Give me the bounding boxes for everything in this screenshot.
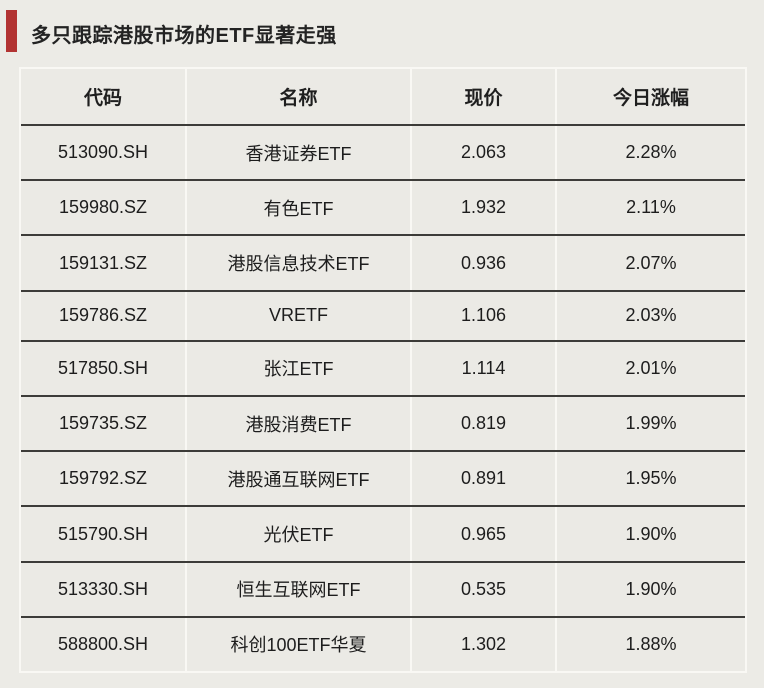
cell-change: 1.90% bbox=[555, 562, 745, 616]
cell-price: 0.891 bbox=[410, 452, 555, 506]
cell-change: 2.03% bbox=[555, 291, 745, 340]
cell-code: 515790.SH bbox=[57, 523, 149, 544]
cell-name: 科创100ETF华夏 bbox=[185, 617, 410, 672]
table-row: 159980.SZ 有色ETF 1.932 2.11% bbox=[21, 179, 745, 235]
table-row: 515790.SH 光伏ETF 0.965 1.90% bbox=[21, 505, 745, 561]
cell-name: 港股消费ETF bbox=[185, 397, 410, 451]
cell-change: 1.99% bbox=[555, 397, 745, 451]
cell-code: 159786.SZ bbox=[58, 305, 148, 326]
cell-code: 159792.SZ bbox=[58, 468, 148, 489]
cell-name: 有色ETF bbox=[185, 181, 410, 235]
cell-change: 1.88% bbox=[555, 617, 745, 672]
cell-code: 513330.SH bbox=[57, 578, 149, 599]
title-accent-bar bbox=[6, 10, 17, 52]
table-row: 517850.SH 张江ETF 1.114 2.01% bbox=[21, 339, 745, 396]
column-header-change: 今日涨幅 bbox=[555, 69, 745, 124]
cell-code: 513090.SH bbox=[57, 142, 149, 163]
cell-price: 0.936 bbox=[410, 236, 555, 290]
table-row: 513330.SH 恒生互联网ETF 0.535 1.90% bbox=[21, 560, 745, 616]
table-row: 159735.SZ 港股消费ETF 0.819 1.99% bbox=[21, 395, 745, 451]
table-header-row: 代码 名称 现价 今日涨幅 bbox=[21, 69, 745, 124]
cell-name: VRETF bbox=[185, 291, 410, 340]
cell-price: 0.819 bbox=[410, 397, 555, 451]
column-header-price: 现价 bbox=[410, 69, 555, 124]
cell-change: 1.90% bbox=[555, 507, 745, 561]
column-header-code: 代码 bbox=[83, 88, 122, 109]
cell-code: 588800.SH bbox=[57, 633, 149, 654]
cell-price: 2.063 bbox=[410, 126, 555, 180]
cell-change: 2.11% bbox=[555, 181, 745, 235]
cell-code: 159980.SZ bbox=[58, 197, 148, 218]
cell-change: 2.07% bbox=[555, 236, 745, 290]
cell-name: 香港证券ETF bbox=[185, 126, 410, 180]
cell-price: 0.535 bbox=[410, 562, 555, 616]
table-row: 159786.SZ VRETF 1.106 2.03% bbox=[21, 289, 745, 340]
cell-name: 港股通互联网ETF bbox=[185, 452, 410, 506]
cell-change: 2.28% bbox=[555, 126, 745, 180]
cell-name: 港股信息技术ETF bbox=[185, 236, 410, 290]
cell-code: 159735.SZ bbox=[58, 413, 148, 434]
etf-table: 代码 名称 现价 今日涨幅 513090.SH 香港证券ETF 2.063 2.28%… bbox=[19, 67, 747, 673]
cell-price: 1.114 bbox=[410, 341, 555, 396]
cell-price: 1.932 bbox=[410, 181, 555, 235]
cell-code: 159131.SZ bbox=[58, 252, 148, 273]
table-row: 513090.SH 香港证券ETF 2.063 2.28% bbox=[21, 124, 745, 180]
cell-name: 恒生互联网ETF bbox=[185, 562, 410, 616]
table-row: 588800.SH 科创100ETF华夏 1.302 1.88% bbox=[21, 615, 745, 672]
title-block: 多只跟踪港股市场的ETF显著走强 bbox=[0, 0, 764, 60]
cell-change: 2.01% bbox=[555, 341, 745, 396]
cell-price: 0.965 bbox=[410, 507, 555, 561]
cell-code: 517850.SH bbox=[57, 357, 149, 378]
cell-price: 1.302 bbox=[410, 617, 555, 672]
table-row: 159792.SZ 港股通互联网ETF 0.891 1.95% bbox=[21, 450, 745, 506]
table-row: 159131.SZ 港股信息技术ETF 0.936 2.07% bbox=[21, 234, 745, 290]
cell-price: 1.106 bbox=[410, 291, 555, 340]
column-header-name: 名称 bbox=[185, 69, 410, 124]
page-title: 多只跟踪港股市场的ETF显著走强 bbox=[31, 25, 337, 47]
cell-name: 张江ETF bbox=[185, 341, 410, 396]
cell-change: 1.95% bbox=[555, 452, 745, 506]
cell-name: 光伏ETF bbox=[185, 507, 410, 561]
